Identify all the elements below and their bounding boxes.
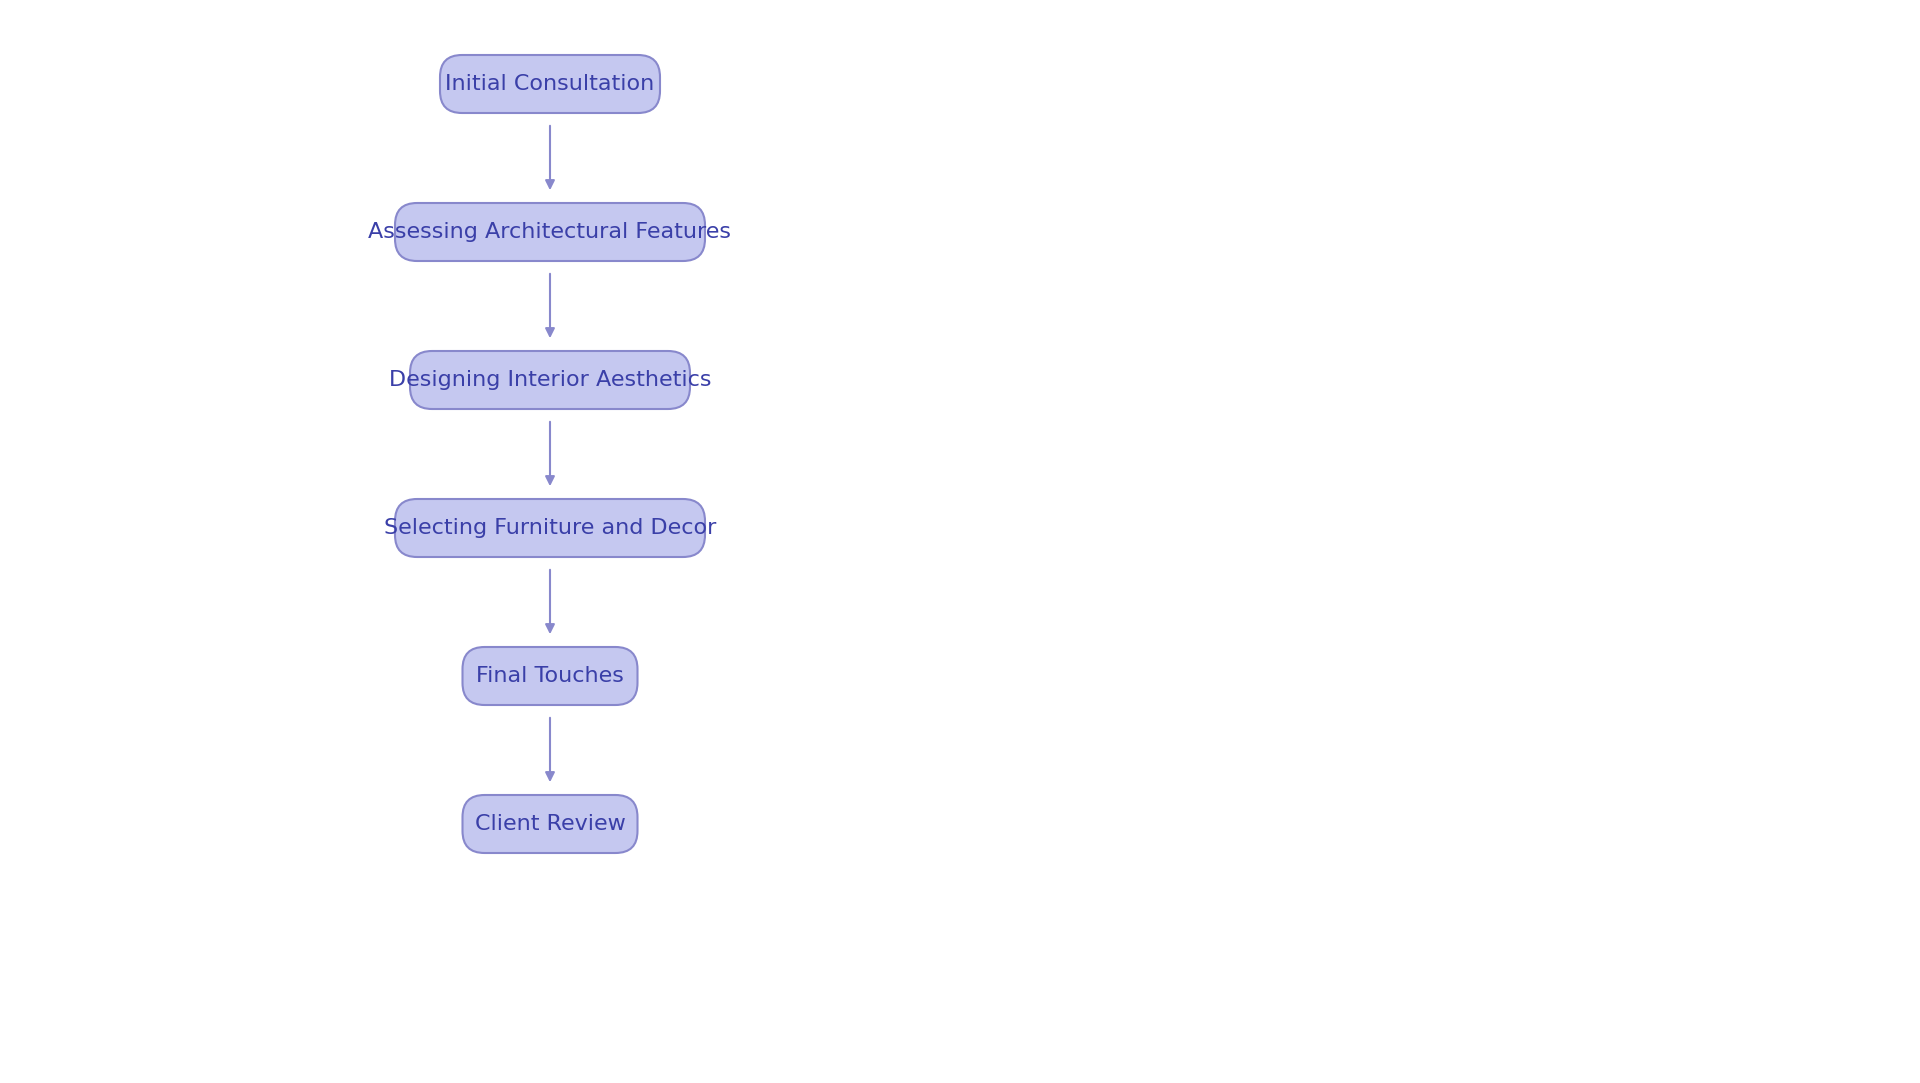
FancyBboxPatch shape [463, 795, 637, 853]
FancyBboxPatch shape [396, 203, 705, 261]
FancyBboxPatch shape [463, 647, 637, 705]
Text: Client Review: Client Review [474, 814, 626, 834]
Text: Selecting Furniture and Decor: Selecting Furniture and Decor [384, 518, 716, 538]
Text: Final Touches: Final Touches [476, 666, 624, 686]
FancyBboxPatch shape [440, 55, 660, 113]
Text: Designing Interior Aesthetics: Designing Interior Aesthetics [388, 370, 710, 390]
FancyBboxPatch shape [396, 499, 705, 557]
FancyBboxPatch shape [411, 351, 689, 409]
Text: Initial Consultation: Initial Consultation [445, 74, 655, 94]
Text: Assessing Architectural Features: Assessing Architectural Features [369, 222, 732, 242]
